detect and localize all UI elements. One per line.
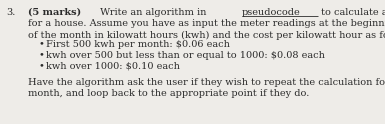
Text: •: • bbox=[38, 51, 44, 60]
Text: pseudocode: pseudocode bbox=[242, 8, 300, 17]
Text: (5 marks): (5 marks) bbox=[28, 8, 81, 17]
Text: First 500 kwh per month: $0.06 each: First 500 kwh per month: $0.06 each bbox=[46, 40, 230, 49]
Text: kwh over 1000: $0.10 each: kwh over 1000: $0.10 each bbox=[46, 62, 180, 71]
Text: 3.: 3. bbox=[6, 8, 15, 17]
Text: to calculate a monthly electrical bill: to calculate a monthly electrical bill bbox=[318, 8, 385, 17]
Text: Have the algorithm ask the user if they wish to repeat the calculation for anoth: Have the algorithm ask the user if they … bbox=[28, 78, 385, 87]
Text: month, and loop back to the appropriate point if they do.: month, and loop back to the appropriate … bbox=[28, 89, 310, 98]
Text: for a house. Assume you have as input the meter readings at the beginning and en: for a house. Assume you have as input th… bbox=[28, 19, 385, 28]
Text: of the month in kilowatt hours (kwh) and the cost per kilowatt hour as follows:: of the month in kilowatt hours (kwh) and… bbox=[28, 30, 385, 40]
Text: •: • bbox=[38, 62, 44, 71]
Text: •: • bbox=[38, 40, 44, 49]
Text: kwh over 500 but less than or equal to 1000: $0.08 each: kwh over 500 but less than or equal to 1… bbox=[46, 51, 325, 60]
Text: Write an algorithm in: Write an algorithm in bbox=[97, 8, 209, 17]
